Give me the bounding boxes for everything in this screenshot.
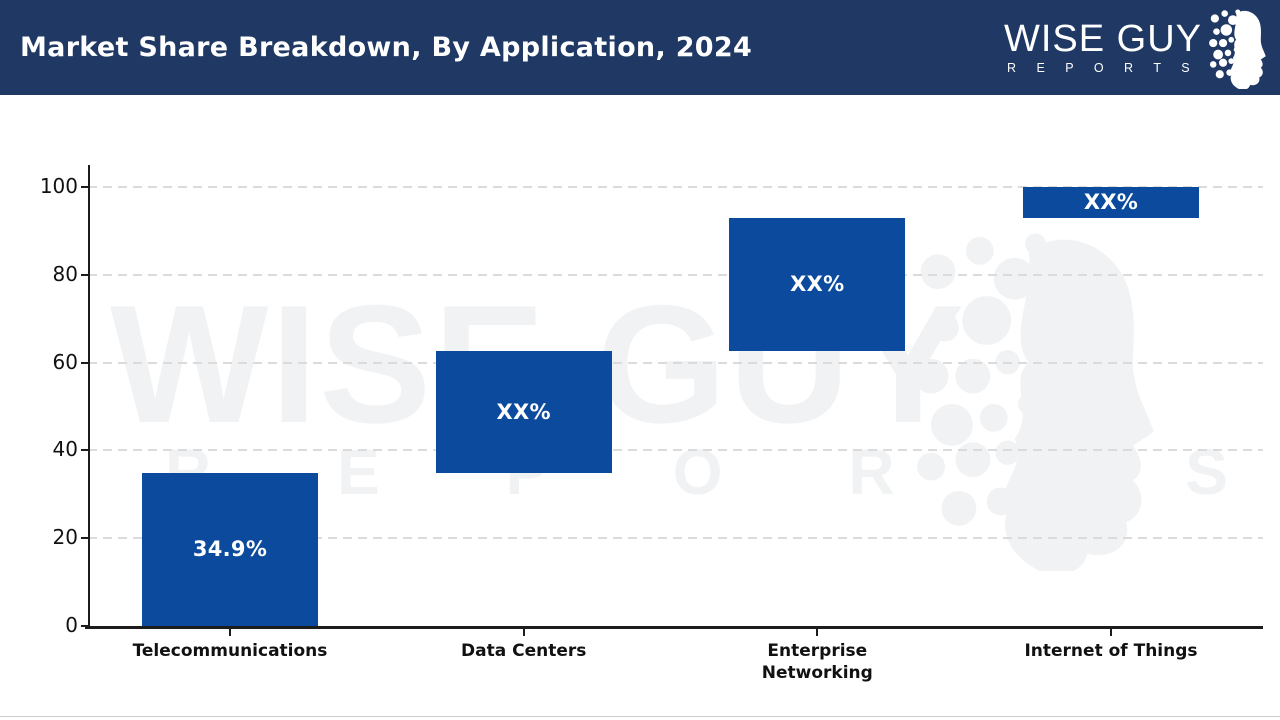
bottom-divider [0,716,1280,717]
grid-line-80 [88,273,1263,276]
y-tick-mark-40 [81,449,88,452]
x-category-label-1: Telecommunications [132,641,328,661]
y-tick-label-100: 100 [39,174,78,198]
logo-name: WISE GUY [1003,18,1202,61]
bar-value-label: XX% [1083,190,1139,215]
y-tick-label-0: 0 [65,613,78,637]
bar-data-centers: XX% [435,350,612,473]
bar-internet-of-things: XX% [1023,187,1199,218]
page-title: Market Share Breakdown, By Application, … [20,32,753,63]
x-tick-mark [1110,629,1112,636]
grid-line-20 [88,537,1263,540]
bar-value-label: XX% [790,272,845,297]
logo-head-icon [1208,7,1266,89]
bar-value-label: 34.9% [192,537,268,562]
logo-subname: R E P O R T S [1006,61,1199,76]
grid-line-40 [88,449,1263,452]
y-tick-label-60: 60 [52,349,78,374]
x-tick-mark [229,629,231,636]
y-tick-mark-20 [81,537,88,540]
logo-wordmark: WISE GUY R E P O R T S [1004,20,1202,75]
bar-value-label: XX% [496,399,551,424]
bar-enterprise-networking: XX% [729,217,906,351]
x-category-label-2: Data Centers [461,641,587,661]
y-tick-label-40: 40 [52,437,78,462]
x-tick-mark [816,629,819,636]
y-tick-mark-80 [81,273,88,276]
y-tick-mark-60 [81,361,88,364]
x-category-label-4: Internet of Things [1024,641,1198,661]
wiseguy-logo: WISE GUY R E P O R T S [1004,7,1266,89]
x-axis-line [85,626,1263,629]
waterfall-chart: WISE GUY R E P O R T S 0 20 40 60 80 100 34.9… [0,95,1280,720]
grid-line-100 [88,186,1263,188]
y-tick-label-20: 20 [52,525,78,550]
y-tick-mark-100 [81,186,88,188]
grid-line-60 [88,361,1263,364]
header: Market Share Breakdown, By Application, … [0,0,1280,95]
y-tick-label-80: 80 [52,261,78,286]
x-tick-mark [522,629,525,636]
x-category-label-3: Enterprise Networking [761,641,873,683]
y-tick-mark-0 [81,625,88,627]
y-axis-line [88,165,90,627]
bar-telecommunications: 34.9% [142,472,318,626]
